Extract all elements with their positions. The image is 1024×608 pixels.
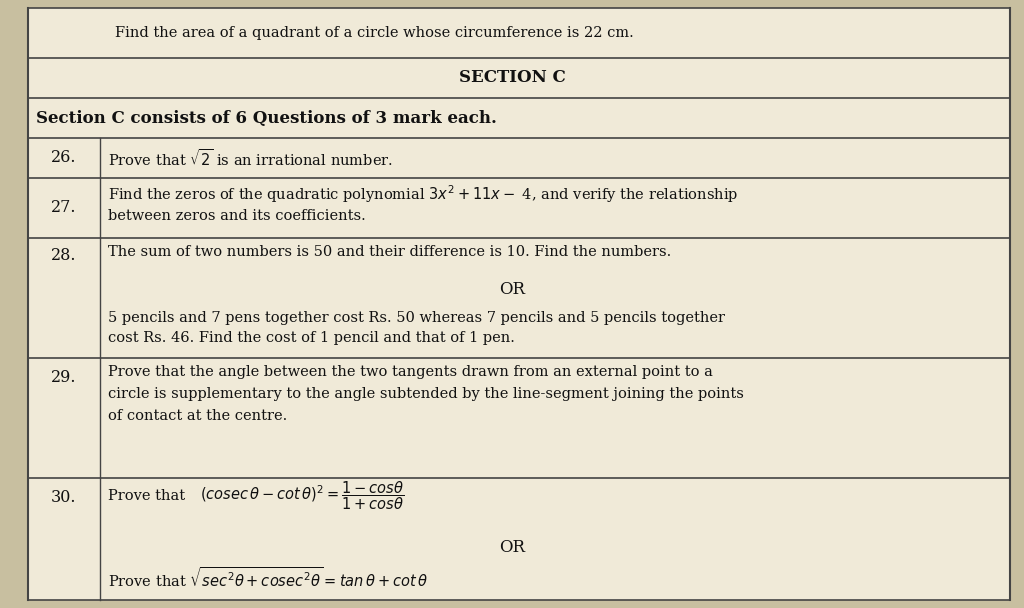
Text: of contact at the centre.: of contact at the centre. (108, 409, 288, 423)
Text: Find the area of a quadrant of a circle whose circumference is 22 cm.: Find the area of a quadrant of a circle … (115, 26, 634, 40)
Text: 5 pencils and 7 pens together cost Rs. 50 whereas 7 pencils and 5 pencils togeth: 5 pencils and 7 pens together cost Rs. 5… (108, 311, 725, 325)
Text: 26.: 26. (51, 150, 77, 167)
Text: Prove that $\sqrt{sec^2\theta + cosec^2\theta} = tan\,\theta + cot\,\theta$: Prove that $\sqrt{sec^2\theta + cosec^2\… (108, 566, 428, 590)
Text: $(cosec\,\theta - cot\,\theta)^2 = \dfrac{1-cos\theta}{1+cos\theta}$: $(cosec\,\theta - cot\,\theta)^2 = \dfra… (200, 480, 404, 513)
Text: Find the zeros of the quadratic polynomial $3x^2+11x-$ 4, and verify the relatio: Find the zeros of the quadratic polynomi… (108, 183, 738, 205)
Text: circle is supplementary to the angle subtended by the line-segment joining the p: circle is supplementary to the angle sub… (108, 387, 743, 401)
Text: between zeros and its coefficients.: between zeros and its coefficients. (108, 209, 366, 223)
Text: 27.: 27. (51, 199, 77, 216)
Text: OR: OR (499, 539, 525, 556)
Text: Prove that $\sqrt{2}$ is an irrational number.: Prove that $\sqrt{2}$ is an irrational n… (108, 148, 393, 168)
Text: Prove that the angle between the two tangents drawn from an external point to a: Prove that the angle between the two tan… (108, 365, 713, 379)
Text: cost Rs. 46. Find the cost of 1 pencil and that of 1 pen.: cost Rs. 46. Find the cost of 1 pencil a… (108, 331, 515, 345)
Text: 28.: 28. (51, 247, 77, 264)
Text: OR: OR (499, 282, 525, 299)
Text: Section C consists of 6 Questions of 3 mark each.: Section C consists of 6 Questions of 3 m… (36, 109, 497, 126)
Text: SECTION C: SECTION C (459, 69, 565, 86)
Text: 30.: 30. (51, 489, 77, 506)
Text: The sum of two numbers is 50 and their difference is 10. Find the numbers.: The sum of two numbers is 50 and their d… (108, 245, 672, 259)
Text: 29.: 29. (51, 370, 77, 387)
Text: Prove that: Prove that (108, 489, 185, 503)
